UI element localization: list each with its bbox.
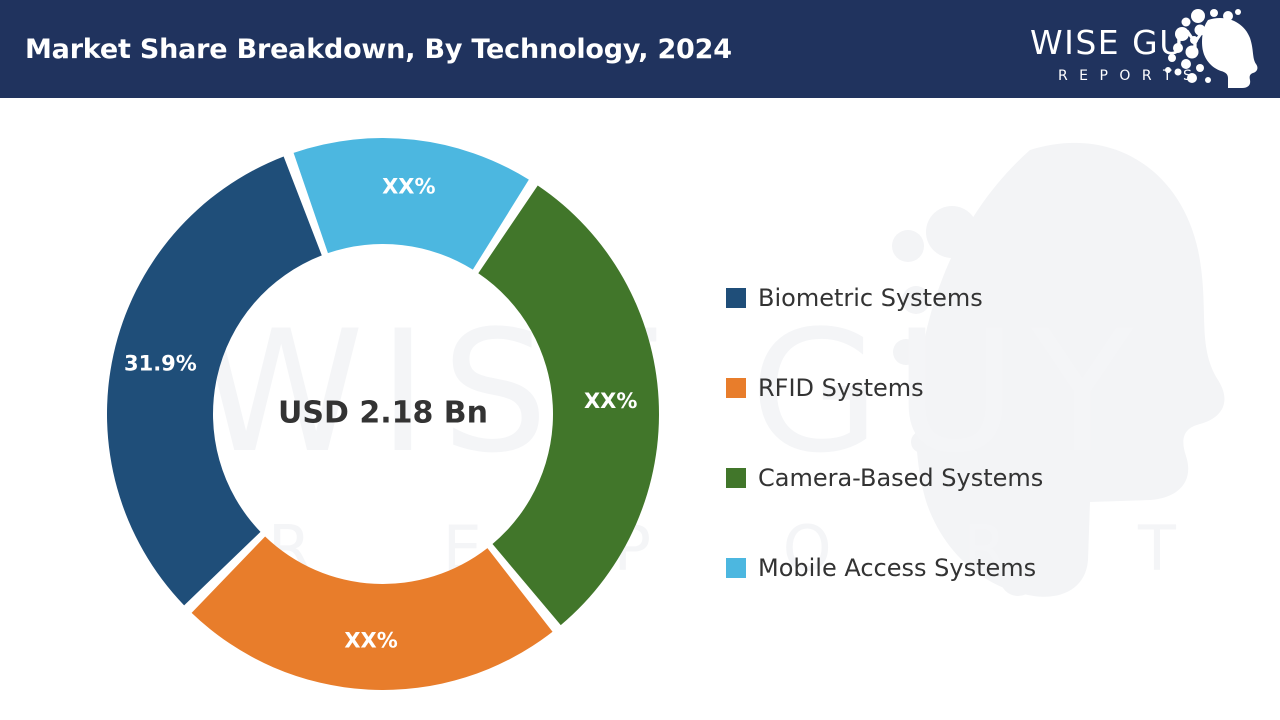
wise-guy-reports-logo: WISE GUY R E P O R T S [1022, 6, 1272, 92]
logo-wordmark-line1: WISE GUY [1030, 23, 1207, 62]
donut-slice[interactable] [191, 536, 553, 691]
slice-percentage-label: XX% [382, 174, 435, 198]
chart-body: WISE GUY R E P O R T S 31.9%XX%XX%XX% US… [0, 98, 1280, 720]
legend-item-label: Mobile Access Systems [758, 554, 1037, 582]
page-title: Market Share Breakdown, By Technology, 2… [25, 34, 732, 65]
donut-slice[interactable] [478, 185, 659, 626]
slice-percentage-label: 31.9% [124, 352, 197, 376]
legend-color-swatch [726, 468, 746, 488]
donut-slice[interactable] [293, 138, 529, 270]
legend-item[interactable]: Camera-Based Systems [726, 433, 1126, 523]
legend-color-swatch [726, 288, 746, 308]
legend-item-label: Camera-Based Systems [758, 464, 1044, 492]
donut-slice[interactable] [107, 156, 322, 606]
legend-color-swatch [726, 558, 746, 578]
legend-item[interactable]: Biometric Systems [726, 253, 1126, 343]
header-bar: Market Share Breakdown, By Technology, 2… [0, 0, 1280, 98]
slice-percentage-label: XX% [344, 629, 397, 653]
head-profile-shape [1202, 18, 1258, 88]
chart-legend: Biometric Systems RFID Systems Camera-Base… [726, 253, 1126, 613]
slice-percentage-label: XX% [584, 389, 637, 413]
legend-item[interactable]: RFID Systems [726, 343, 1126, 433]
center-value-label: USD 2.18 Bn [278, 396, 488, 431]
logo-wordmark-group: WISE GUY R E P O R T S [1030, 23, 1207, 84]
legend-color-swatch [726, 378, 746, 398]
legend-item-label: Biometric Systems [758, 284, 983, 312]
logo-wordmark-line2: R E P O R T S [1058, 68, 1195, 84]
legend-item[interactable]: Mobile Access Systems [726, 523, 1126, 613]
donut-slice-labels: 31.9% XX% XX% XX% [124, 174, 637, 652]
donut-slices [107, 138, 659, 691]
legend-item-label: RFID Systems [758, 374, 924, 402]
head-silhouette-dots-icon [1165, 9, 1258, 88]
donut-chart: 31.9% XX% XX% XX% USD 2.18 Bn [0, 98, 760, 720]
